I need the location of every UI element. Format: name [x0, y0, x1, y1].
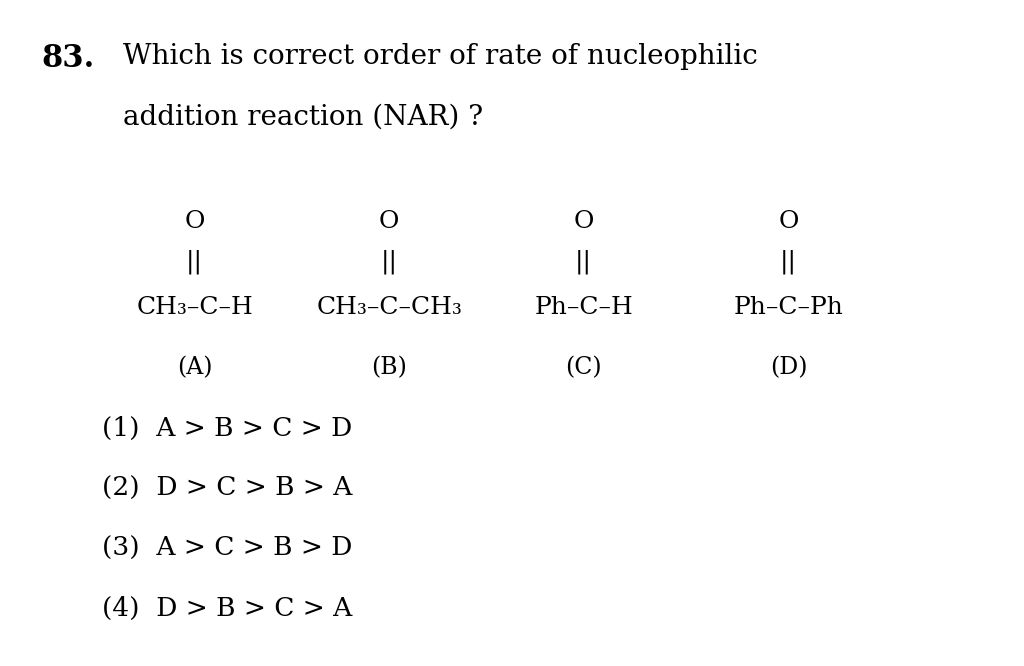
Text: O: O: [573, 210, 594, 233]
Text: ||: ||: [186, 250, 203, 274]
Text: 83.: 83.: [41, 43, 94, 75]
Text: (1)  A > B > C > D: (1) A > B > C > D: [102, 416, 352, 442]
Text: O: O: [184, 210, 205, 233]
Text: (4)  D > B > C > A: (4) D > B > C > A: [102, 596, 352, 621]
Text: CH₃–C–CH₃: CH₃–C–CH₃: [316, 296, 462, 320]
Text: O: O: [379, 210, 399, 233]
Text: Which is correct order of rate of nucleophilic: Which is correct order of rate of nucleo…: [123, 43, 758, 71]
Text: (A): (A): [177, 356, 212, 380]
Text: CH₃–C–H: CH₃–C–H: [136, 296, 253, 320]
Text: ||: ||: [381, 250, 397, 274]
Text: addition reaction (NAR) ?: addition reaction (NAR) ?: [123, 103, 483, 131]
Text: Ph–C–Ph: Ph–C–Ph: [733, 296, 844, 320]
Text: ||: ||: [780, 250, 797, 274]
Text: (B): (B): [371, 356, 408, 380]
Text: (2)  D > C > B > A: (2) D > C > B > A: [102, 476, 353, 501]
Text: (D): (D): [770, 356, 807, 380]
Text: (3)  A > C > B > D: (3) A > C > B > D: [102, 536, 353, 561]
Text: Ph–C–H: Ph–C–H: [535, 296, 633, 320]
Text: ||: ||: [575, 250, 592, 274]
Text: O: O: [778, 210, 799, 233]
Text: (C): (C): [565, 356, 602, 380]
